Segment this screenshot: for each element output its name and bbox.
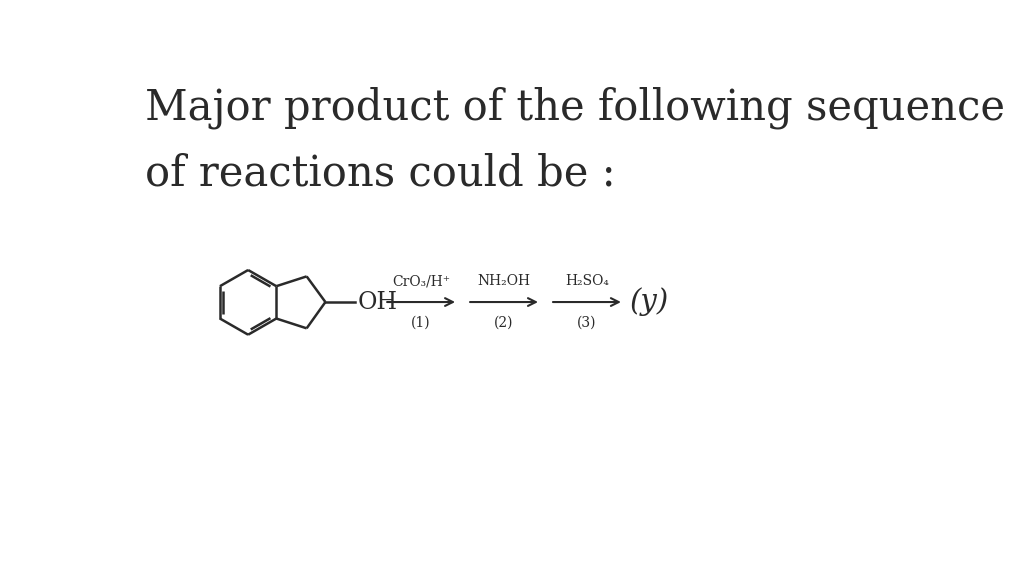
Text: NH₂OH: NH₂OH	[477, 274, 530, 288]
Text: (3): (3)	[578, 316, 597, 330]
Text: (1): (1)	[412, 316, 431, 330]
Text: Major product of the following sequence: Major product of the following sequence	[145, 86, 1005, 129]
Text: H₂SO₄: H₂SO₄	[565, 274, 609, 288]
Text: CrO₃/H⁺: CrO₃/H⁺	[392, 274, 451, 288]
Text: (y): (y)	[630, 288, 670, 316]
Text: (2): (2)	[495, 316, 514, 330]
Text: of reactions could be :: of reactions could be :	[145, 152, 615, 194]
Text: OH: OH	[358, 291, 398, 314]
